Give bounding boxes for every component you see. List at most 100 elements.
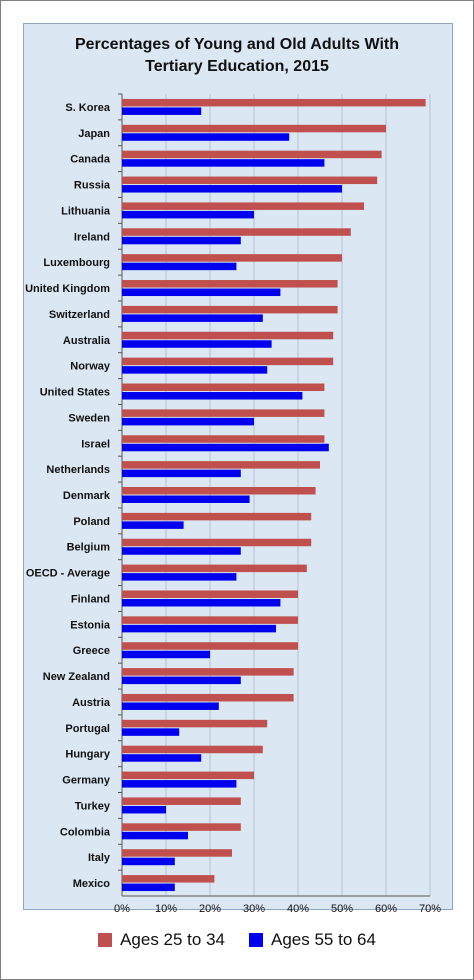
bar-ages-55-64 bbox=[122, 676, 241, 685]
x-tick-label: 0% bbox=[114, 903, 130, 915]
category-label: S. Korea bbox=[65, 102, 111, 114]
bar-ages-25-34 bbox=[122, 487, 316, 495]
bar-ages-55-64 bbox=[122, 159, 325, 167]
bar-ages-25-34 bbox=[122, 254, 342, 262]
bar-ages-55-64 bbox=[122, 417, 254, 426]
category-label: Israel bbox=[81, 438, 110, 450]
bar-ages-55-64 bbox=[122, 547, 241, 555]
category-label: Netherlands bbox=[46, 464, 110, 476]
bar-ages-55-64 bbox=[122, 754, 202, 762]
category-label: United States bbox=[40, 387, 110, 399]
bar-ages-55-64 bbox=[122, 262, 237, 271]
category-label: Denmark bbox=[63, 490, 111, 502]
category-label: Portugal bbox=[65, 723, 110, 735]
category-label: Poland bbox=[73, 516, 110, 528]
bar-ages-55-64 bbox=[122, 392, 303, 400]
bar-ages-25-34 bbox=[122, 719, 268, 728]
chart-title: Percentages of Young and Old Adults With… bbox=[23, 34, 451, 78]
x-tick-label: 30% bbox=[243, 903, 265, 915]
bar-ages-25-34 bbox=[122, 461, 320, 469]
bar-ages-55-64 bbox=[122, 314, 263, 322]
bar-ages-55-64 bbox=[122, 780, 237, 788]
bar-ages-55-64 bbox=[122, 495, 250, 503]
bar-ages-55-64 bbox=[122, 650, 210, 659]
bar-ages-55-64 bbox=[122, 598, 281, 607]
bar-ages-25-34 bbox=[122, 797, 241, 805]
bar-ages-25-34 bbox=[122, 823, 241, 831]
bar-ages-25-34 bbox=[122, 564, 307, 573]
legend-swatch-old bbox=[249, 933, 263, 947]
bar-ages-25-34 bbox=[122, 616, 298, 624]
category-label: Hungary bbox=[65, 749, 111, 761]
category-label: Belgium bbox=[67, 542, 111, 554]
bar-ages-55-64 bbox=[122, 469, 241, 478]
bar-ages-25-34 bbox=[122, 383, 325, 392]
bar-ages-55-64 bbox=[122, 831, 188, 840]
bar-ages-55-64 bbox=[122, 185, 342, 193]
bar-ages-55-64 bbox=[122, 236, 241, 245]
category-label: Canada bbox=[70, 154, 111, 166]
bar-ages-25-34 bbox=[122, 98, 426, 107]
bar-ages-25-34 bbox=[122, 409, 325, 417]
chart-title-line-2: Tertiary Education, 2015 bbox=[145, 58, 329, 75]
x-tick-label: 70% bbox=[419, 903, 441, 915]
bar-ages-25-34 bbox=[122, 331, 334, 340]
bar-ages-25-34 bbox=[122, 538, 312, 547]
category-label: Lithuania bbox=[61, 205, 111, 217]
bar-chart: 0% 10% 20% 30% 40% 50% 60% 70% S. Korea Japan Cana… bbox=[25, 93, 441, 915]
bar-ages-55-64 bbox=[122, 883, 175, 892]
bar-ages-55-64 bbox=[122, 340, 272, 348]
bar-ages-55-64 bbox=[122, 728, 180, 736]
bar-ages-55-64 bbox=[122, 210, 254, 219]
bar-ages-25-34 bbox=[122, 357, 334, 366]
legend-item-old: Ages 55 to 64 bbox=[249, 930, 376, 950]
bar-ages-25-34 bbox=[122, 875, 215, 883]
bar-ages-25-34 bbox=[122, 280, 338, 288]
category-label: Russia bbox=[74, 180, 111, 192]
bar-ages-25-34 bbox=[122, 202, 364, 210]
category-label: Italy bbox=[88, 852, 111, 864]
x-tick-label: 60% bbox=[375, 903, 397, 915]
bar-ages-55-64 bbox=[122, 805, 166, 814]
bar-ages-25-34 bbox=[122, 512, 312, 521]
legend-label-old: Ages 55 to 64 bbox=[271, 930, 376, 949]
category-label: Ireland bbox=[74, 231, 110, 243]
category-label: Australia bbox=[63, 335, 111, 347]
category-label: Luxembourg bbox=[43, 257, 110, 269]
bar-ages-25-34 bbox=[122, 305, 338, 314]
bar-ages-25-34 bbox=[122, 176, 378, 185]
bar-ages-25-34 bbox=[122, 124, 386, 133]
bar-ages-25-34 bbox=[122, 435, 325, 443]
category-label: United Kingdom bbox=[25, 283, 110, 295]
bar-ages-25-34 bbox=[122, 849, 232, 857]
chart-title-line-1: Percentages of Young and Old Adults With bbox=[74, 36, 400, 53]
bar-ages-55-64 bbox=[122, 521, 184, 529]
bar-ages-25-34 bbox=[122, 745, 263, 754]
category-label: Estonia bbox=[70, 619, 111, 631]
legend-item-young: Ages 25 to 34 bbox=[98, 930, 225, 950]
bar-ages-25-34 bbox=[122, 693, 294, 702]
bar-ages-25-34 bbox=[122, 228, 351, 236]
x-tick-label: 40% bbox=[287, 903, 309, 915]
category-label: Turkey bbox=[75, 800, 111, 812]
category-label: Finland bbox=[71, 593, 110, 605]
category-label: New Zealand bbox=[43, 671, 110, 683]
legend: Ages 25 to 34 Ages 55 to 64 bbox=[0, 930, 474, 950]
bar-ages-25-34 bbox=[122, 642, 298, 650]
bar-ages-55-64 bbox=[122, 107, 202, 115]
category-label: Japan bbox=[78, 128, 110, 140]
category-label: Germany bbox=[62, 775, 111, 787]
bar-ages-55-64 bbox=[122, 624, 276, 633]
bar-ages-25-34 bbox=[122, 590, 298, 598]
category-label: Norway bbox=[70, 361, 111, 373]
category-label: Colombia bbox=[60, 826, 111, 838]
category-label: Switzerland bbox=[49, 309, 110, 321]
category-label: OECD - Average bbox=[26, 568, 110, 580]
category-label: Sweden bbox=[68, 412, 110, 424]
bar-ages-55-64 bbox=[122, 133, 290, 141]
bar-ages-55-64 bbox=[122, 366, 268, 374]
category-label: Mexico bbox=[73, 878, 111, 890]
bar-ages-25-34 bbox=[122, 150, 382, 159]
category-label: Austria bbox=[72, 697, 111, 709]
legend-swatch-young bbox=[98, 933, 113, 947]
